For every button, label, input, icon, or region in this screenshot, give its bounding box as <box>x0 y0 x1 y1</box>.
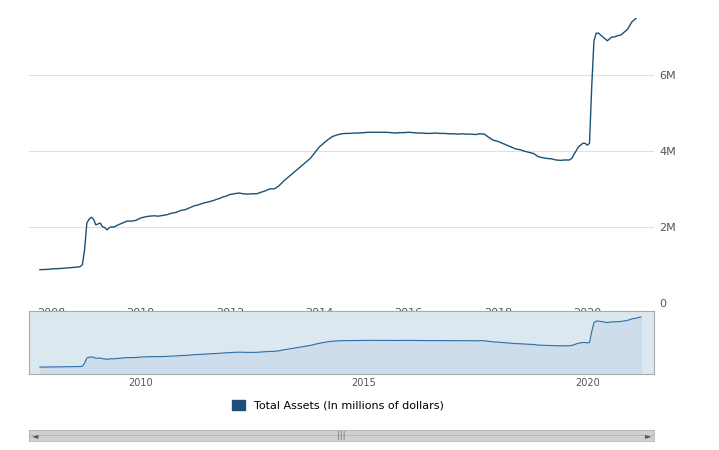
Text: |||: ||| <box>337 431 346 440</box>
Text: ►: ► <box>645 431 651 440</box>
Legend: Total Assets (In millions of dollars): Total Assets (In millions of dollars) <box>227 396 449 415</box>
Text: ◄: ◄ <box>32 431 38 440</box>
